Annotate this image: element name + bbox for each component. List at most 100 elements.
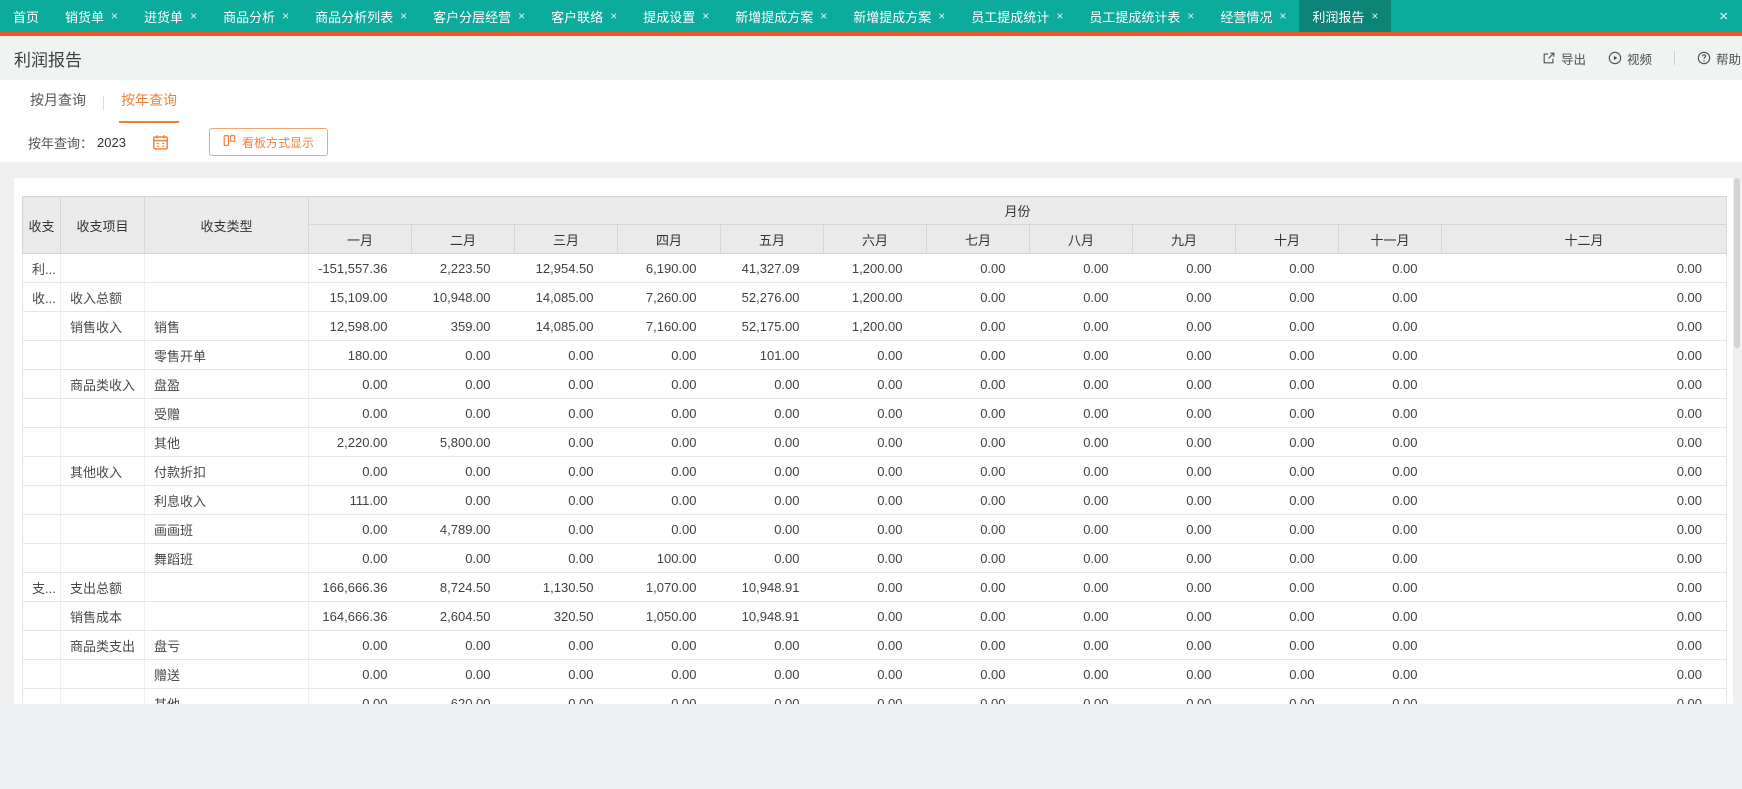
- tab-3[interactable]: 商品分析 ×: [210, 0, 302, 32]
- tab-10[interactable]: 员工提成统计 ×: [958, 0, 1076, 32]
- month-column-header-1: 二月: [411, 224, 515, 254]
- month-column-header-7: 八月: [1029, 224, 1133, 254]
- tab-5[interactable]: 客户分层经营 ×: [420, 0, 538, 32]
- cell-month-11: 0.00: [1338, 427, 1442, 457]
- cell-shouzhi: [22, 311, 61, 341]
- month-column-header-3: 四月: [617, 224, 721, 254]
- cell-month-10: 0.00: [1235, 601, 1339, 631]
- table-row-13: 商品类支出 盘亏 0.00 0.00 0.00 0.00 0.00 0.00 0.00 0.00 0…: [22, 630, 1727, 660]
- tab-close-icon[interactable]: ×: [938, 9, 946, 23]
- cell-month-4: 1,070.00: [617, 572, 721, 602]
- year-value[interactable]: 2023: [97, 134, 126, 150]
- cell-month-10: 0.00: [1235, 485, 1339, 515]
- cell-month-2: 2,604.50: [411, 601, 515, 631]
- tab-by-year[interactable]: 按年查询: [119, 90, 179, 123]
- board-view-button[interactable]: 看板方式显示: [208, 128, 328, 156]
- tab-close-icon[interactable]: ×: [1371, 9, 1379, 23]
- tab-2[interactable]: 进货单 ×: [131, 0, 210, 32]
- cell-month-7: 0.00: [926, 456, 1030, 486]
- cell-month-10: 0.00: [1235, 253, 1339, 283]
- tab-11[interactable]: 员工提成统计表 ×: [1076, 0, 1207, 32]
- cell-month-10: 0.00: [1235, 456, 1339, 486]
- tab-close-icon[interactable]: ×: [1056, 9, 1064, 23]
- tab-close-icon[interactable]: ×: [1187, 9, 1195, 23]
- cell-shouzhi: 支...: [22, 572, 61, 602]
- tab-1[interactable]: 销货单 ×: [52, 0, 131, 32]
- tab-close-icon[interactable]: ×: [190, 9, 198, 23]
- cell-month-3: 0.00: [514, 514, 618, 544]
- cell-month-10: 0.00: [1235, 572, 1339, 602]
- cell-month-6: 0.00: [823, 659, 927, 689]
- cell-month-3: 14,085.00: [514, 282, 618, 312]
- calendar-icon[interactable]: [152, 134, 169, 151]
- cell-month-11: 0.00: [1338, 630, 1442, 660]
- cell-month-2: 0.00: [411, 630, 515, 660]
- cell-month-5: 0.00: [720, 427, 824, 457]
- cell-month-7: 0.00: [926, 311, 1030, 341]
- year-filter-label: 按年查询：: [28, 135, 94, 151]
- month-column-header-5: 六月: [823, 224, 927, 254]
- cell-month-4: 1,050.00: [617, 601, 721, 631]
- video-icon: [1608, 51, 1622, 65]
- cell-month-2: 10,948.00: [411, 282, 515, 312]
- cell-month-3: 0.00: [514, 485, 618, 515]
- cell-shouzhi: [22, 398, 61, 428]
- tab-6[interactable]: 客户联络 ×: [538, 0, 630, 32]
- cell-type: [144, 253, 309, 283]
- profit-report-table-card: 收支 收支项目 收支类型 月份 一月 二月 三月 四月 五月 六月 七月 八月 九月 十月 十一月十…: [14, 178, 1734, 704]
- cell-month-2: 4,789.00: [411, 514, 515, 544]
- tab-close-icon[interactable]: ×: [610, 9, 618, 23]
- help-button[interactable]: 帮助: [1697, 49, 1741, 68]
- tab-12[interactable]: 经营情况 ×: [1207, 0, 1299, 32]
- tab-close-icon[interactable]: ×: [282, 9, 290, 23]
- cell-month-8: 0.00: [1029, 311, 1133, 341]
- cell-month-6: 0.00: [823, 369, 927, 399]
- close-all-icon[interactable]: ×: [1719, 7, 1728, 25]
- tab-close-icon[interactable]: ×: [820, 9, 828, 23]
- cell-month-6: 0.00: [823, 601, 927, 631]
- tab-label: 首页: [13, 9, 40, 25]
- cell-type: 零售开单: [144, 340, 309, 370]
- tab-close-icon[interactable]: ×: [111, 9, 119, 23]
- tab-by-month[interactable]: 按月查询: [30, 92, 86, 108]
- month-column-header-11: 十二月: [1440, 224, 1728, 254]
- cell-month-8: 0.00: [1029, 601, 1133, 631]
- tab-close-icon[interactable]: ×: [518, 9, 526, 23]
- video-button[interactable]: 视频: [1608, 49, 1652, 68]
- cell-month-9: 0.00: [1132, 427, 1236, 457]
- vertical-scrollbar[interactable]: [1733, 176, 1741, 702]
- tab-8[interactable]: 新增提成方案 ×: [722, 0, 840, 32]
- cell-type: 销售: [144, 311, 309, 341]
- tab-13[interactable]: 利润报告 ×: [1299, 0, 1392, 32]
- month-group-header: 月份: [307, 196, 1728, 225]
- cell-month-8: 0.00: [1029, 427, 1133, 457]
- tab-close-icon[interactable]: ×: [1279, 9, 1287, 23]
- cell-month-8: 0.00: [1029, 398, 1133, 428]
- cell-month-12: 0.00: [1441, 369, 1727, 399]
- header-actions: 导出 视频 帮助: [1542, 49, 1741, 68]
- cell-month-1: 0.00: [308, 369, 412, 399]
- accent-divider: [0, 32, 1742, 36]
- tab-9[interactable]: 新增提成方案 ×: [840, 0, 958, 32]
- cell-month-9: 0.00: [1132, 456, 1236, 486]
- cell-shouzhi: [22, 543, 61, 573]
- cell-month-6: 1,200.00: [823, 253, 927, 283]
- cell-month-9: 0.00: [1132, 485, 1236, 515]
- table-row-2: 销售收入 销售 12,598.00 359.00 14,085.00 7,160.00 52…: [22, 311, 1727, 341]
- scrollbar-thumb[interactable]: [1734, 178, 1740, 348]
- cell-month-5: 0.00: [720, 630, 824, 660]
- tab-label: 利润报告: [1312, 9, 1365, 25]
- page-title: 利润报告: [14, 50, 82, 70]
- cell-month-4: 0.00: [617, 659, 721, 689]
- cell-month-9: 0.00: [1132, 601, 1236, 631]
- tab-close-icon[interactable]: ×: [400, 9, 408, 23]
- tab-7[interactable]: 提成设置 ×: [630, 0, 722, 32]
- tab-0[interactable]: 首页: [0, 0, 52, 32]
- export-button[interactable]: 导出: [1542, 49, 1586, 68]
- cell-type: 盘盈: [144, 369, 309, 399]
- tab-4[interactable]: 商品分析列表 ×: [302, 0, 420, 32]
- cell-month-4: 0.00: [617, 340, 721, 370]
- cell-month-11: 0.00: [1338, 398, 1442, 428]
- cell-month-4: 7,260.00: [617, 282, 721, 312]
- tab-close-icon[interactable]: ×: [702, 9, 710, 23]
